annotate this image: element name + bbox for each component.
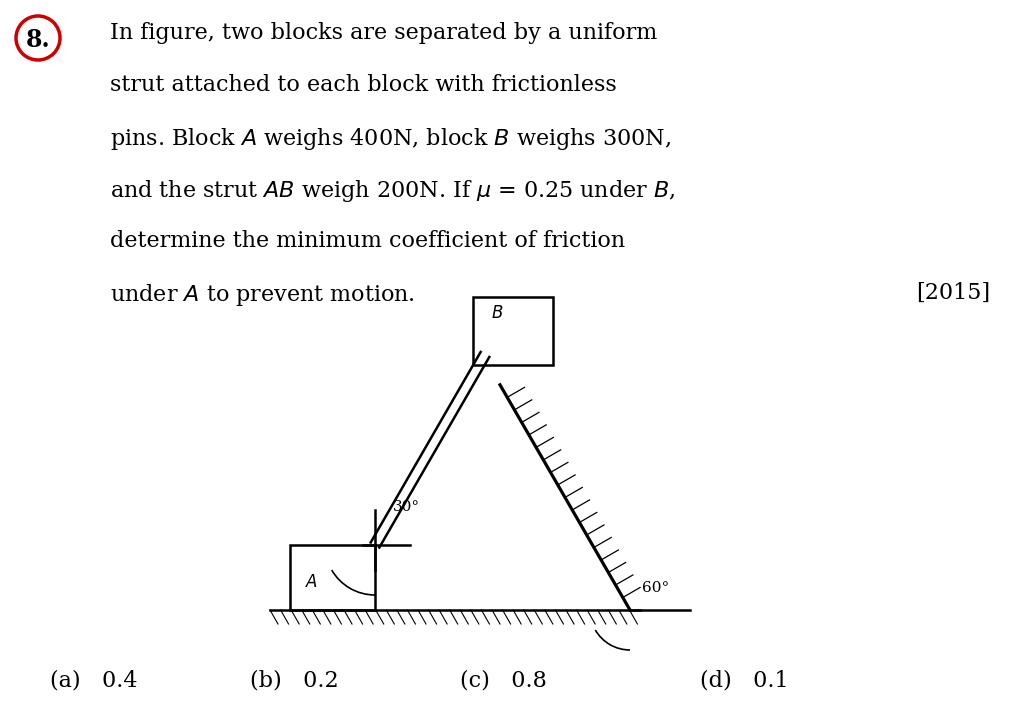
- Text: under $A$ to prevent motion.: under $A$ to prevent motion.: [110, 282, 415, 308]
- Text: and the strut $AB$ weigh 200N. If $\mu$ = 0.25 under $B$,: and the strut $AB$ weigh 200N. If $\mu$ …: [110, 178, 675, 204]
- Text: In figure, two blocks are separated by a uniform: In figure, two blocks are separated by a…: [110, 22, 657, 44]
- Text: $B$: $B$: [490, 305, 503, 322]
- Text: (c)   0.8: (c) 0.8: [460, 669, 547, 691]
- Text: $A$: $A$: [305, 574, 318, 591]
- Text: determine the minimum coefficient of friction: determine the minimum coefficient of fri…: [110, 230, 625, 252]
- Bar: [473, 297, 553, 365]
- Text: pins. Block $A$ weighs 400N, block $B$ weighs 300N,: pins. Block $A$ weighs 400N, block $B$ w…: [110, 126, 671, 152]
- Text: 60°: 60°: [642, 581, 670, 595]
- Text: 8.: 8.: [26, 28, 50, 52]
- Text: [2015]: [2015]: [915, 282, 990, 304]
- Text: (b)   0.2: (b) 0.2: [250, 669, 339, 691]
- Bar: [290, 545, 375, 610]
- Text: strut attached to each block with frictionless: strut attached to each block with fricti…: [110, 74, 616, 96]
- Text: 30°: 30°: [393, 500, 420, 514]
- Text: (a)   0.4: (a) 0.4: [50, 669, 137, 691]
- Text: (d)   0.1: (d) 0.1: [700, 669, 788, 691]
